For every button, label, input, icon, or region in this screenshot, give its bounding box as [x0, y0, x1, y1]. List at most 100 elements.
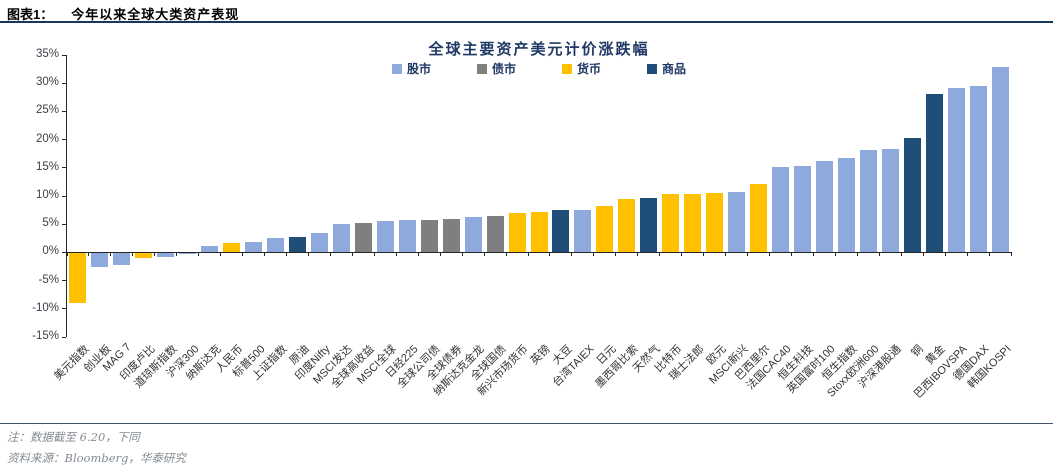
x-axis-tick	[747, 252, 749, 257]
bar-Stoxx欧洲600	[859, 150, 877, 253]
bar-全球债券	[442, 219, 460, 253]
legend-item-货币: 货币	[562, 60, 601, 77]
bar-德国DAX	[969, 86, 987, 253]
x-axis-tick	[812, 252, 814, 257]
bar-瑞士法郎	[684, 193, 702, 253]
bar-铜	[903, 137, 921, 253]
y-axis-label: -10%	[32, 301, 59, 314]
bar-MSCI新兴	[728, 192, 746, 253]
bar-英国富时100	[815, 161, 833, 253]
y-axis-label: 25%	[35, 104, 59, 117]
chart-legend: 股市 债市 货币 商品	[67, 60, 1011, 77]
bar-美元指数	[69, 252, 87, 303]
x-axis-tick	[132, 252, 134, 257]
header-divider	[0, 21, 1053, 23]
x-axis-tick	[922, 252, 924, 257]
bar-人民币	[223, 243, 241, 253]
x-axis-tick	[1010, 252, 1012, 257]
x-axis-tick	[286, 252, 288, 257]
bar-沪深300	[179, 252, 197, 254]
bar-黄金	[925, 93, 943, 253]
x-axis-tick	[264, 252, 266, 257]
x-axis-tick	[329, 252, 331, 257]
bar-MSCI全球	[376, 220, 394, 253]
y-axis-tick	[62, 195, 66, 197]
footnote-note: 注：数据截至 6.20，下同	[7, 430, 140, 444]
legend-swatch-icon	[562, 63, 572, 74]
y-axis-label: 15%	[35, 160, 59, 173]
y-axis-label: 20%	[35, 132, 59, 145]
y-axis-tick	[62, 82, 66, 84]
y-axis-label: -15%	[32, 330, 59, 342]
bar-全球高收益	[354, 223, 372, 253]
chart-title: 全球主要资产美元计价涨跌幅	[428, 40, 650, 58]
x-axis-tick	[242, 252, 244, 257]
y-axis-label: 35%	[35, 48, 59, 60]
x-axis-tick	[593, 252, 595, 257]
x-axis-tick	[615, 252, 617, 257]
x-axis-tick	[176, 252, 178, 257]
bar-印度Nifty	[310, 232, 328, 253]
x-axis-tick	[154, 252, 156, 257]
x-axis-tick	[66, 252, 68, 257]
x-axis-tick	[417, 252, 419, 257]
figure-label: 图表1：	[7, 7, 54, 22]
legend-swatch-icon	[476, 63, 487, 74]
legend-item-商品: 商品	[647, 60, 686, 77]
legend-label: 股市	[406, 62, 431, 76]
bar-沪深港股通	[881, 149, 899, 253]
figure-header: 图表1： 今年以来全球大类资产表现	[7, 4, 239, 23]
bar-全球国债	[486, 216, 504, 253]
x-axis-tick	[834, 252, 836, 257]
y-axis-tick	[62, 336, 66, 338]
x-axis-tick	[769, 252, 770, 257]
x-axis-tick	[439, 252, 441, 257]
bar-英镑	[530, 212, 548, 253]
bar-日经225	[398, 220, 416, 253]
y-axis-tick	[62, 110, 66, 112]
x-axis-tick	[681, 252, 683, 257]
x-axis-tick	[878, 252, 880, 257]
bar-道琼斯指数	[157, 252, 175, 258]
bar-标普500	[245, 242, 263, 253]
bar-法国CAC40	[771, 167, 789, 253]
x-axis-tick	[790, 252, 792, 257]
plot-area: 35% 30% 25% 20% 15% 10% 5% 0% -5% -10% -15% 美元指数 创业板…	[32, 48, 1013, 401]
y-axis-label: 30%	[35, 76, 59, 89]
x-axis-tick	[110, 252, 112, 257]
legend-item-股市: 股市	[391, 60, 431, 77]
bar-MSCI发达	[332, 223, 350, 253]
x-axis-tick	[373, 252, 375, 257]
x-axis-tick	[659, 252, 661, 257]
y-axis-label: 5%	[42, 217, 59, 230]
footnote-source: 资料来源：Bloomberg，华泰研究	[7, 451, 186, 465]
bar-台湾TAIEX	[574, 209, 592, 253]
x-axis-tick	[900, 252, 902, 257]
y-axis-label: -5%	[38, 273, 59, 286]
figure-title: 今年以来全球大类资产表现	[71, 7, 240, 22]
x-axis-tick	[483, 252, 485, 257]
x-axis-tick	[725, 252, 727, 257]
x-axis-tick	[527, 252, 529, 257]
bar-韩国KOSPI	[991, 67, 1009, 253]
x-axis-tick	[198, 252, 200, 257]
x-axis-tick	[571, 252, 573, 257]
bar-大豆	[552, 210, 570, 253]
bar-MAG 7	[113, 252, 131, 266]
bar-纳斯达克	[201, 245, 219, 253]
legend-label: 货币	[577, 62, 602, 76]
bar-巴西IBOVSPA	[947, 87, 965, 253]
y-axis-tick	[62, 167, 66, 169]
bar-全球公司债	[420, 219, 438, 253]
x-axis-tick	[461, 252, 463, 257]
bar-巴西里尔	[750, 184, 768, 253]
bar-墨西哥比索	[618, 199, 636, 253]
legend-swatch-icon	[391, 63, 402, 74]
bar-恒生科技	[793, 166, 811, 253]
y-axis-tick	[62, 223, 66, 225]
bar-日元	[596, 206, 614, 253]
legend-swatch-icon	[647, 63, 658, 74]
x-axis-tick	[637, 252, 639, 257]
bar-原油	[289, 236, 306, 253]
